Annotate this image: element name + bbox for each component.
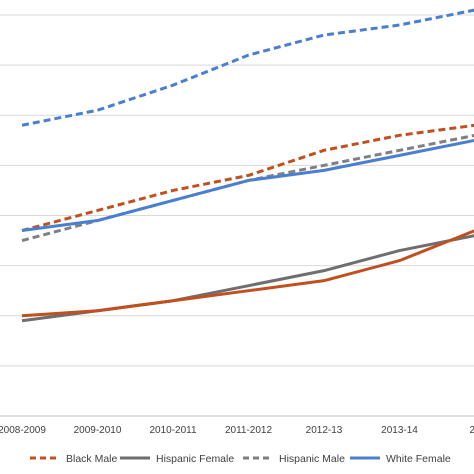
series-line-hispanic-female (21, 234, 474, 323)
x-tick-label: 2011-2012 (225, 425, 273, 436)
legend-label: White Female (386, 453, 451, 465)
x-tick-label: 2013-14 (381, 425, 418, 436)
legend-label: Black Male (66, 453, 118, 465)
series-line-white-female (21, 138, 474, 233)
x-tick-label: 2008-2009 (0, 425, 46, 436)
series-line-unlabeled-4 (21, 8, 474, 127)
series-line-unlabeled-5 (21, 229, 474, 318)
legend: Black Male Hispanic Female Hispanic Male Wh… (30, 453, 451, 465)
series-lines (21, 8, 474, 323)
x-tick-label: 20 (469, 425, 474, 436)
series-line-hispanic-male (21, 133, 474, 243)
gridlines (0, 14, 474, 417)
x-tick-label: 2009-2010 (74, 425, 122, 436)
x-tick-label: 2010-2011 (149, 425, 197, 436)
x-axis-tick-labels: 2008-2009 2009-2010 2010-2011 2011-2012 2012… (0, 425, 474, 436)
legend-label: Hispanic Female (156, 453, 234, 465)
legend-label: Hispanic Male (279, 453, 345, 465)
series-line-black-male (21, 123, 474, 232)
x-tick-label: 2012-13 (306, 425, 343, 436)
